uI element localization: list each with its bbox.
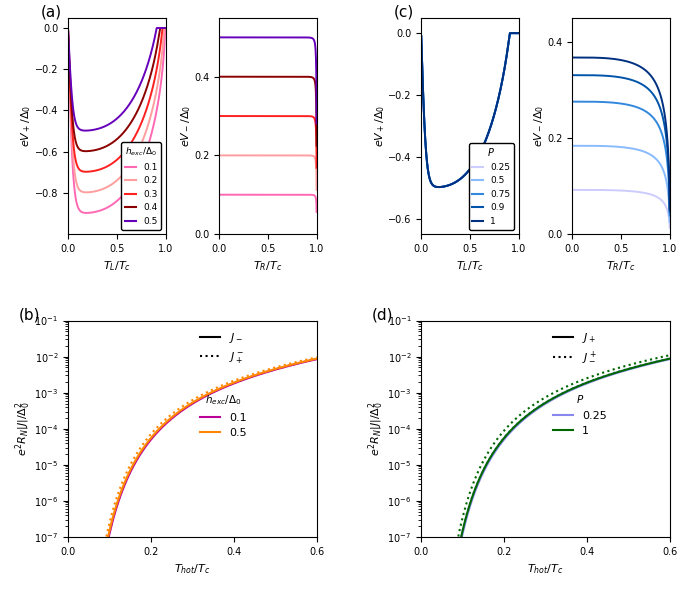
X-axis label: $T_R/T_c$: $T_R/T_c$ [607,260,636,273]
X-axis label: $T_R/T_c$: $T_R/T_c$ [254,260,282,273]
Y-axis label: $eV_+/\Delta_0$: $eV_+/\Delta_0$ [20,105,33,147]
Text: (c): (c) [394,5,414,19]
Legend: 0.1, 0.2, 0.3, 0.4, 0.5: 0.1, 0.2, 0.3, 0.4, 0.5 [121,142,161,230]
Text: (a): (a) [41,5,62,19]
X-axis label: $T_L/T_c$: $T_L/T_c$ [103,260,131,273]
Legend: 0.25, 0.5, 0.75, 0.9, 1: 0.25, 0.5, 0.75, 0.9, 1 [469,143,514,230]
X-axis label: $T_{hot}/T_c$: $T_{hot}/T_c$ [174,562,211,576]
Y-axis label: $e^2 R_N |J| / \Delta_0^2$: $e^2 R_N |J| / \Delta_0^2$ [367,401,386,456]
Text: (b): (b) [18,307,39,323]
Y-axis label: $eV_-/\Delta_0$: $eV_-/\Delta_0$ [179,105,192,147]
Y-axis label: $e^2 R_N |J| / \Delta_0^2$: $e^2 R_N |J| / \Delta_0^2$ [13,401,33,456]
Y-axis label: $eV_+/\Delta_0$: $eV_+/\Delta_0$ [373,105,386,147]
Legend: 0.1, 0.5: 0.1, 0.5 [198,391,249,440]
Y-axis label: $eV_-/\Delta_0$: $eV_-/\Delta_0$ [532,105,546,147]
X-axis label: $T_{hot}/T_c$: $T_{hot}/T_c$ [527,562,564,576]
Legend: 0.25, 1: 0.25, 1 [551,391,609,438]
X-axis label: $T_L/T_c$: $T_L/T_c$ [456,260,484,273]
Text: (d): (d) [371,307,393,323]
